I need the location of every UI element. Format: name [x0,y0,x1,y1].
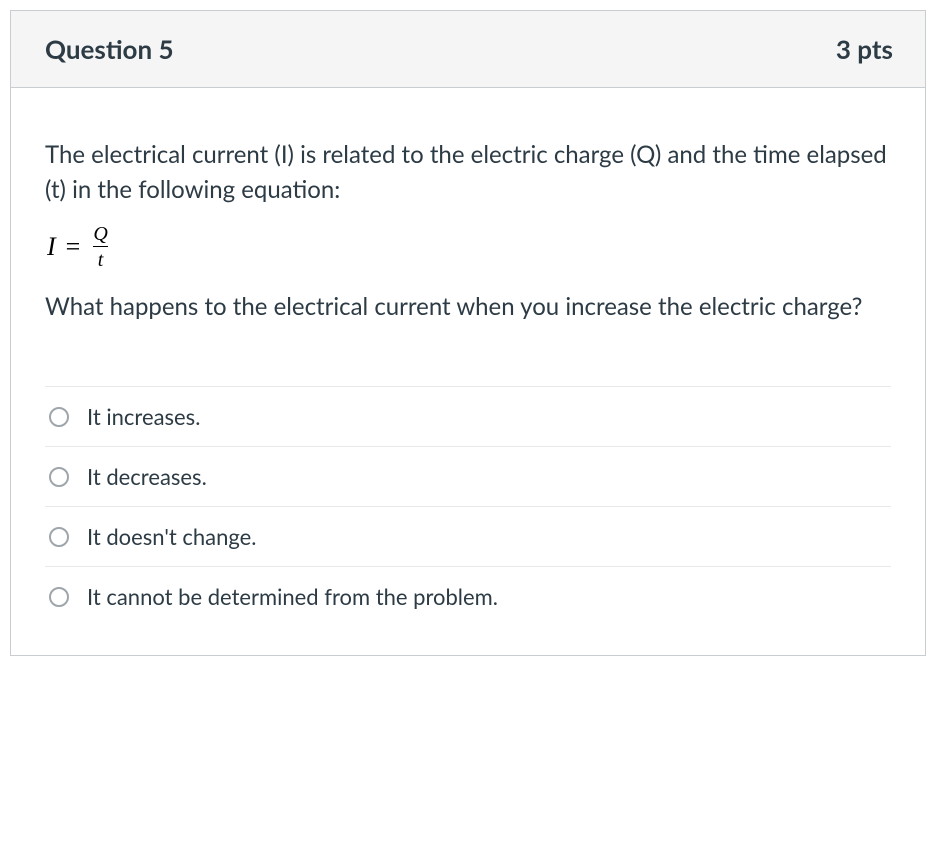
question-points: 3 pts [836,33,893,65]
radio-icon[interactable] [49,527,69,547]
answer-option[interactable]: It doesn't change. [45,506,891,566]
answer-option[interactable]: It increases. [45,386,891,446]
question-title: Question 5 [45,33,174,65]
answer-list: It increases. It decreases. It doesn't c… [45,386,891,627]
radio-icon[interactable] [49,467,69,487]
equation-fraction: Q t [90,224,110,270]
answer-label[interactable]: It increases. [87,403,200,430]
equation-equals: = [62,232,91,262]
question-header: Question 5 3 pts [11,11,925,88]
answer-label[interactable]: It doesn't change. [87,523,256,550]
equation: I = Q t [47,224,891,270]
equation-lhs: I [47,232,62,262]
question-body: The electrical current (I) is related to… [11,88,925,655]
radio-icon[interactable] [49,587,69,607]
equation-denominator: t [93,246,109,270]
question-card: Question 5 3 pts The electrical current … [10,10,926,656]
question-prompt-2: What happens to the electrical current w… [45,290,891,325]
equation-numerator: Q [90,224,110,246]
question-prompt-1: The electrical current (I) is related to… [45,138,891,208]
answer-option[interactable]: It cannot be determined from the problem… [45,566,891,627]
answer-option[interactable]: It decreases. [45,446,891,506]
radio-icon[interactable] [49,407,69,427]
answer-label[interactable]: It decreases. [87,463,207,490]
answer-label[interactable]: It cannot be determined from the problem… [87,583,498,610]
